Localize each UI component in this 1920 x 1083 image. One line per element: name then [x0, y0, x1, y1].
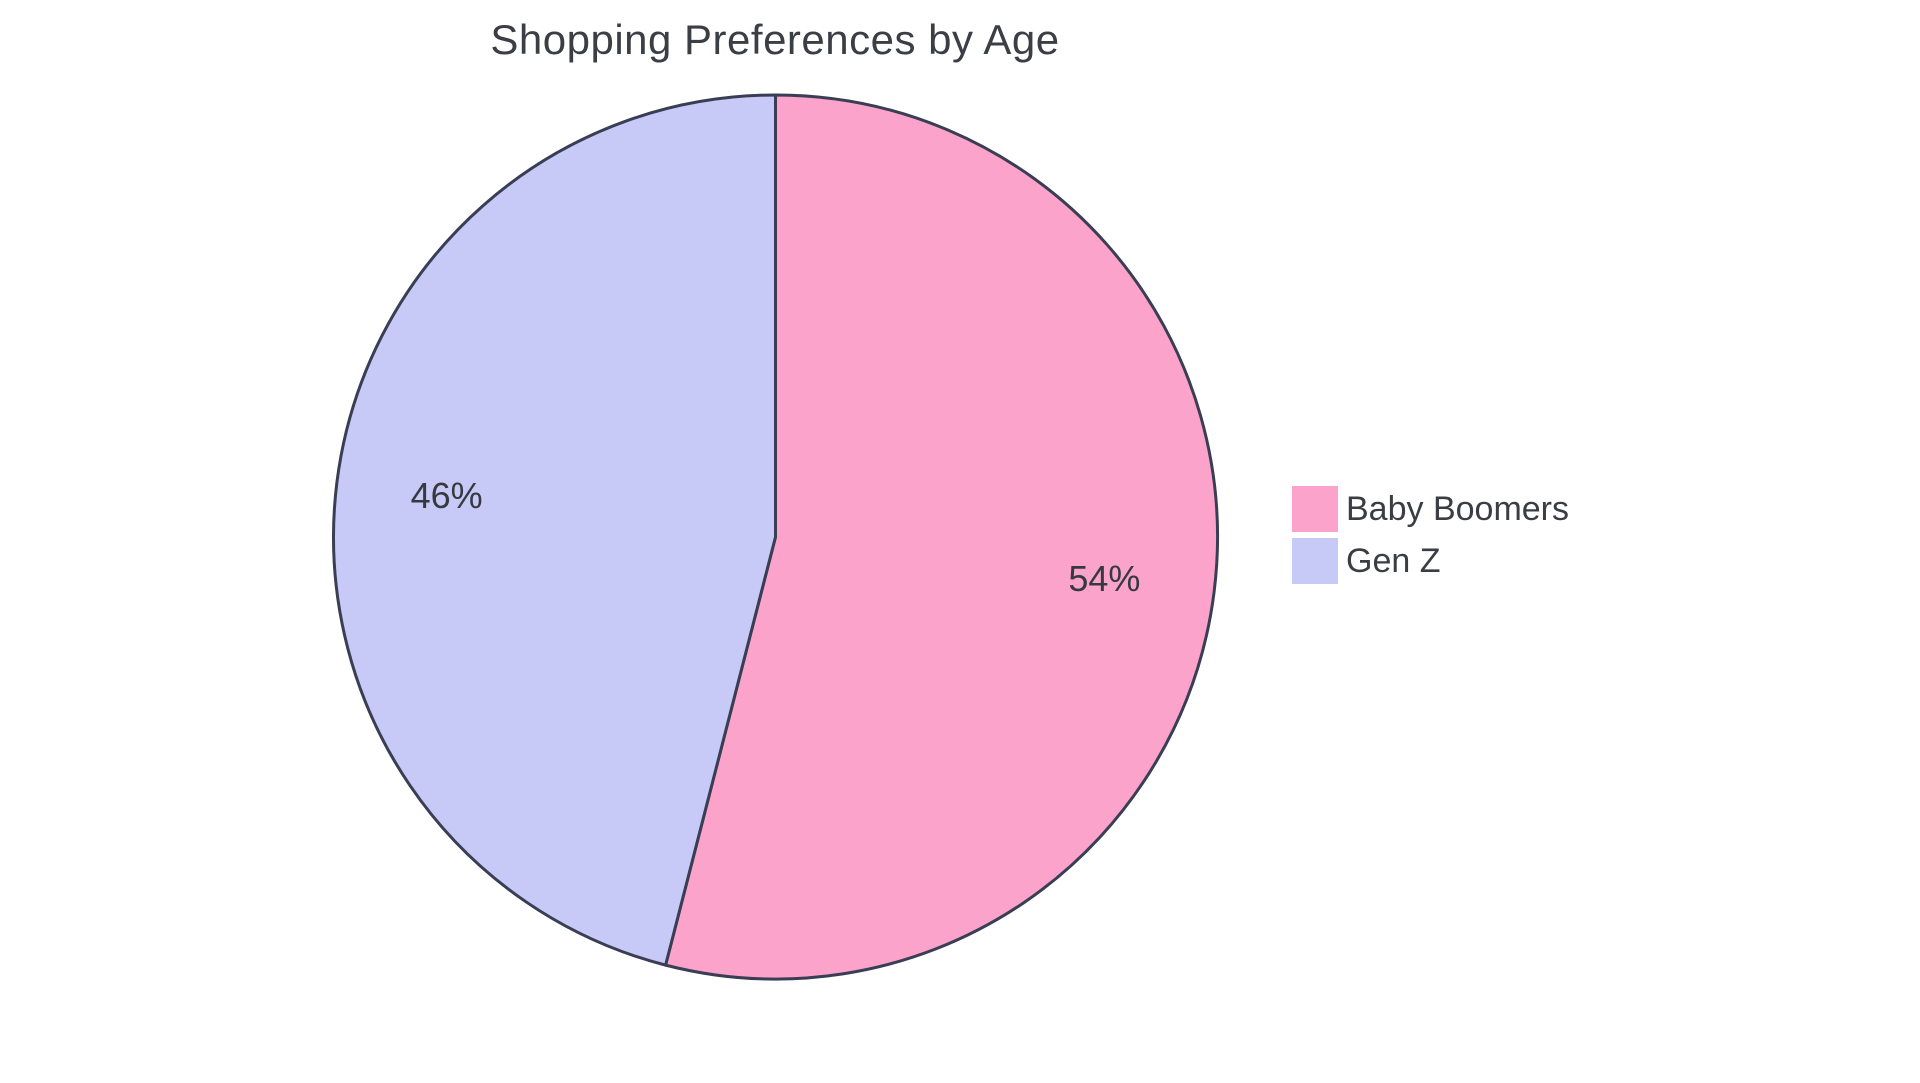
legend-label-baby-boomers: Baby Boomers: [1346, 489, 1569, 528]
legend-item-gen-z[interactable]: Gen Z: [1292, 538, 1569, 584]
pie-slice-gen-z[interactable]: [332, 93, 777, 967]
legend: Baby Boomers Gen Z: [1292, 486, 1569, 584]
legend-swatch-gen-z: [1292, 538, 1338, 584]
legend-item-baby-boomers[interactable]: Baby Boomers: [1292, 486, 1569, 532]
legend-label-gen-z: Gen Z: [1346, 541, 1441, 580]
pie-slice-labels-group: 54% 46%: [411, 475, 1141, 599]
pie-slices-group: [332, 93, 1220, 981]
pie-slice-baby-boomers[interactable]: [664, 93, 1220, 981]
legend-swatch-baby-boomers: [1292, 486, 1338, 532]
slice-percent-label-baby-boomers: 54%: [1068, 558, 1140, 599]
slice-percent-label-gen-z: 46%: [411, 475, 483, 516]
chart-title: Shopping Preferences by Age: [490, 16, 1059, 63]
